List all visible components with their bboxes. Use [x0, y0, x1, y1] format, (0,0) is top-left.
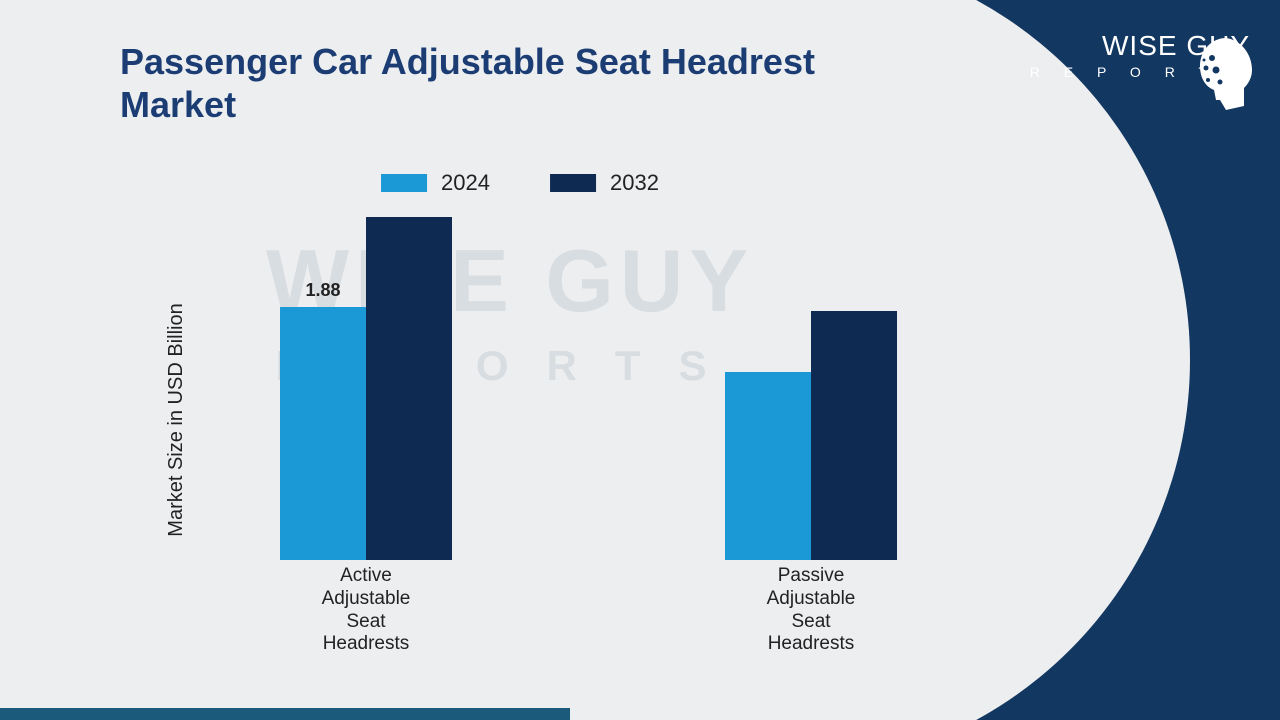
chart-title: Passenger Car Adjustable Seat Headrest M… — [120, 40, 820, 126]
bar-group: 1.88ActiveAdjustableSeatHeadrests — [280, 210, 480, 560]
legend-swatch-2032 — [550, 174, 596, 192]
category-label: ActiveAdjustableSeatHeadrests — [266, 565, 466, 656]
plot-region: 1.88ActiveAdjustableSeatHeadrests Passive… — [180, 210, 960, 560]
legend-swatch-2024 — [381, 174, 427, 192]
bar — [280, 307, 366, 560]
chart-area: Market Size in USD Billion 2024 2032 1.8… — [70, 160, 970, 680]
legend-item-2032: 2032 — [550, 170, 659, 196]
legend: 2024 2032 — [381, 170, 659, 196]
bar-value-label: 1.88 — [283, 280, 363, 301]
head-silhouette-icon — [1186, 36, 1256, 112]
legend-label-2032: 2032 — [610, 170, 659, 196]
bar — [366, 217, 452, 560]
bar-group: PassiveAdjustableSeatHeadrests — [725, 210, 925, 560]
legend-label-2024: 2024 — [441, 170, 490, 196]
bar — [811, 311, 897, 560]
bottom-accent-strip — [0, 708, 570, 720]
brand-logo: WISE GUY R E P O R T S — [1030, 30, 1250, 80]
legend-item-2024: 2024 — [381, 170, 490, 196]
category-label: PassiveAdjustableSeatHeadrests — [711, 565, 911, 656]
page-root: WISE GUY R E P O R T S Passenger Car Adj… — [0, 0, 1280, 720]
bar — [725, 372, 811, 560]
